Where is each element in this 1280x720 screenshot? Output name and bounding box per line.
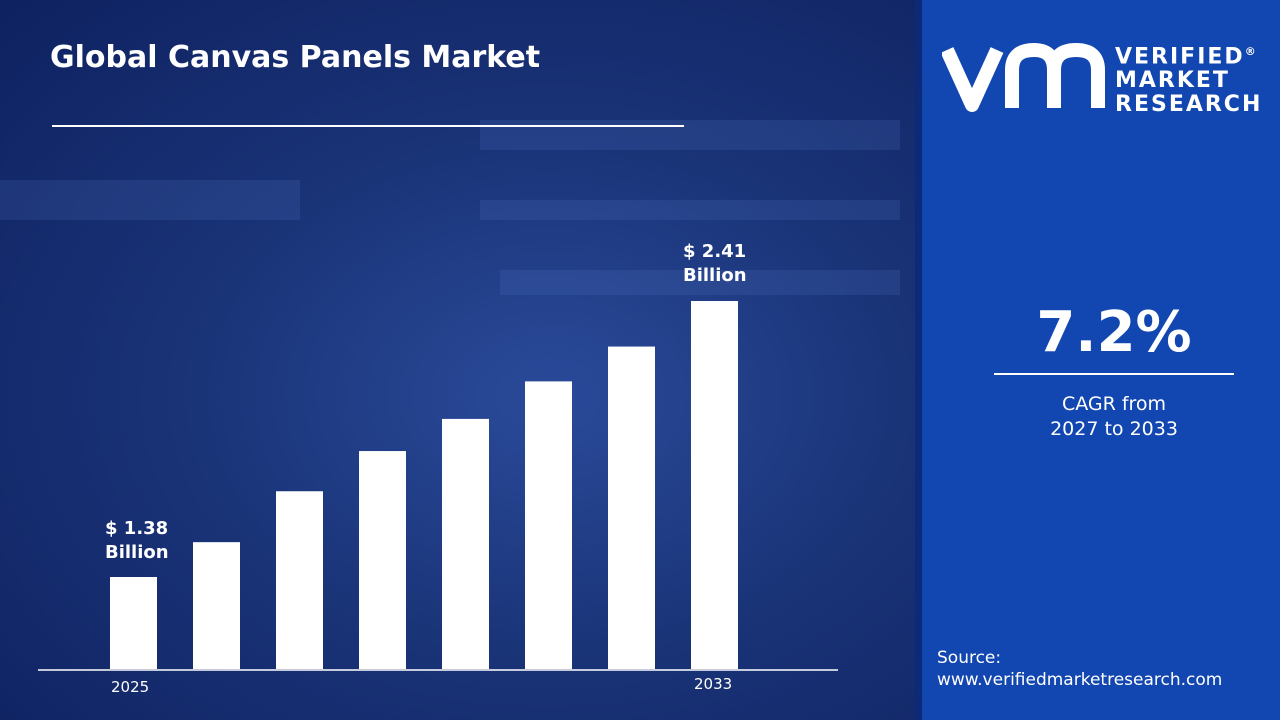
- bar-2: [276, 491, 323, 669]
- data-label-value: $ 2.41: [683, 241, 747, 262]
- cagr-value: 7.2%: [1036, 300, 1192, 365]
- bar-5: [525, 381, 572, 669]
- data-label-value: $ 1.38: [105, 518, 169, 539]
- logo-line3: RESEARCH: [1115, 92, 1263, 118]
- source-url[interactable]: www.verifiedmarketresearch.com: [937, 670, 1223, 690]
- bar-7: [691, 301, 738, 669]
- source: Source: www.verifiedmarketresearch.com: [937, 647, 1222, 691]
- data-label-first: $ 1.38 Billion: [105, 517, 169, 565]
- cagr-label: CAGR from: [1061, 393, 1167, 415]
- vmr-logo-icon: [942, 42, 1105, 112]
- bar-4: [442, 418, 489, 669]
- title-underline: [52, 125, 684, 127]
- data-label-last: $ 2.41 Billion: [683, 240, 747, 288]
- bar-0: [110, 577, 157, 669]
- logo-line2: MARKET: [1115, 68, 1230, 94]
- bar-1: [193, 542, 240, 669]
- cagr-description: CAGR from 2027 to 2033: [994, 392, 1234, 442]
- chart-title: Global Canvas Panels Market: [50, 40, 541, 75]
- logo-wordmark: VERIFIED® MARKET RESEARCH: [1115, 40, 1262, 117]
- x-tick-first: 2025: [111, 678, 150, 696]
- info-panel: [922, 0, 1280, 720]
- data-label-unit: Billion: [105, 542, 169, 563]
- cagr-period: 2027 to 2033: [1050, 418, 1178, 440]
- registered-mark: ®: [1244, 45, 1258, 58]
- bar-6: [608, 346, 655, 669]
- logo-line1: VERIFIED: [1115, 44, 1245, 70]
- bar-3: [359, 451, 406, 669]
- bar-chart: [0, 0, 915, 720]
- data-label-unit: Billion: [683, 265, 747, 286]
- cagr-divider: [994, 373, 1234, 375]
- x-tick-last: 2033: [694, 675, 733, 693]
- source-label: Source:: [937, 648, 1002, 668]
- divider: [915, 0, 922, 720]
